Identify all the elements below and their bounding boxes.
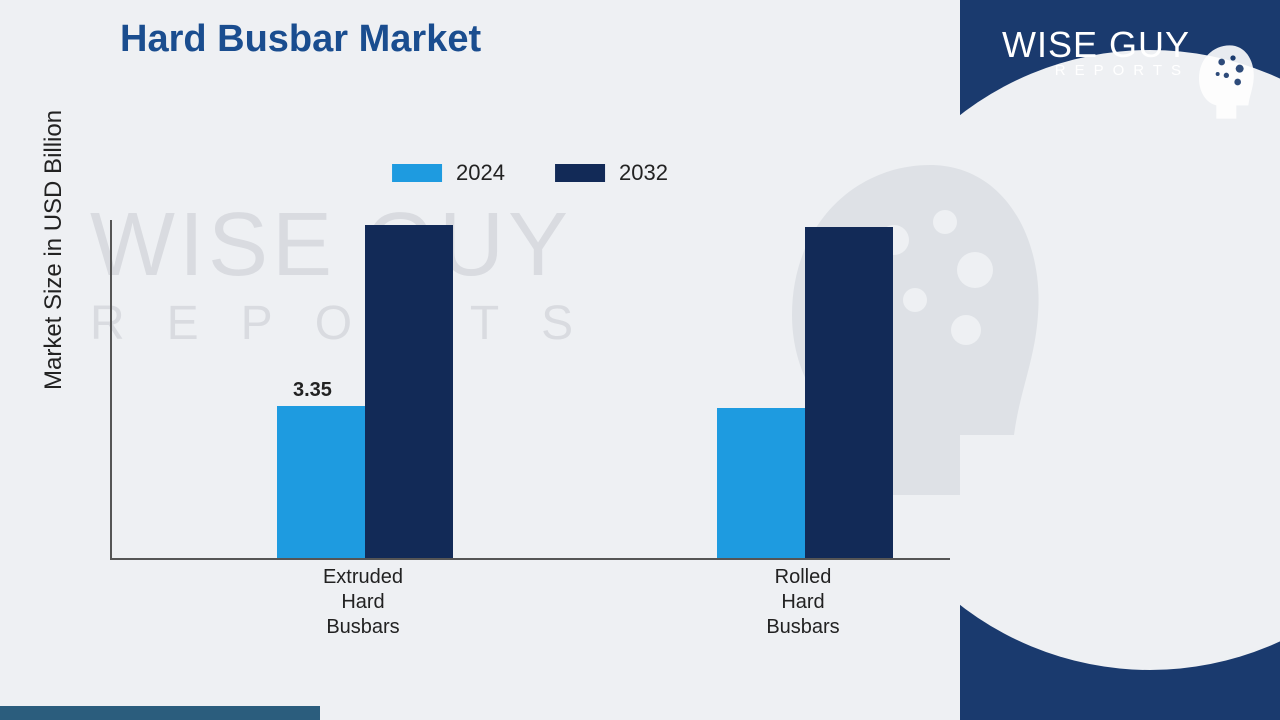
bar [365, 225, 453, 558]
x-tick-label: ExtrudedHardBusbars [275, 565, 451, 640]
y-axis-label: Market Size in USD Billion [40, 110, 68, 390]
bar [805, 227, 893, 558]
bar-group [717, 227, 893, 558]
bar [717, 408, 805, 558]
legend: 2024 2032 [392, 160, 668, 186]
brand-line1: WISE GUY [1002, 24, 1190, 66]
legend-item-2032: 2032 [555, 160, 668, 186]
legend-label: 2024 [456, 160, 505, 186]
chart-area: 2024 2032 3.35 ExtrudedHardBusbarsRolled… [110, 160, 950, 620]
chart-title: Hard Busbar Market [120, 18, 481, 61]
legend-swatch [392, 164, 442, 182]
brand-logo: WISE GUY REPORTS [1002, 24, 1250, 79]
legend-item-2024: 2024 [392, 160, 505, 186]
plot-region: 3.35 [110, 220, 950, 560]
chart-canvas: WISE GUY REPORTS Hard Busbar Market Mark… [0, 0, 1280, 720]
x-tick-label: RolledHardBusbars [715, 565, 891, 640]
legend-label: 2032 [619, 160, 668, 186]
bottom-accent-bar [0, 706, 320, 720]
bar-group [277, 225, 453, 558]
bar [277, 406, 365, 558]
legend-swatch [555, 164, 605, 182]
